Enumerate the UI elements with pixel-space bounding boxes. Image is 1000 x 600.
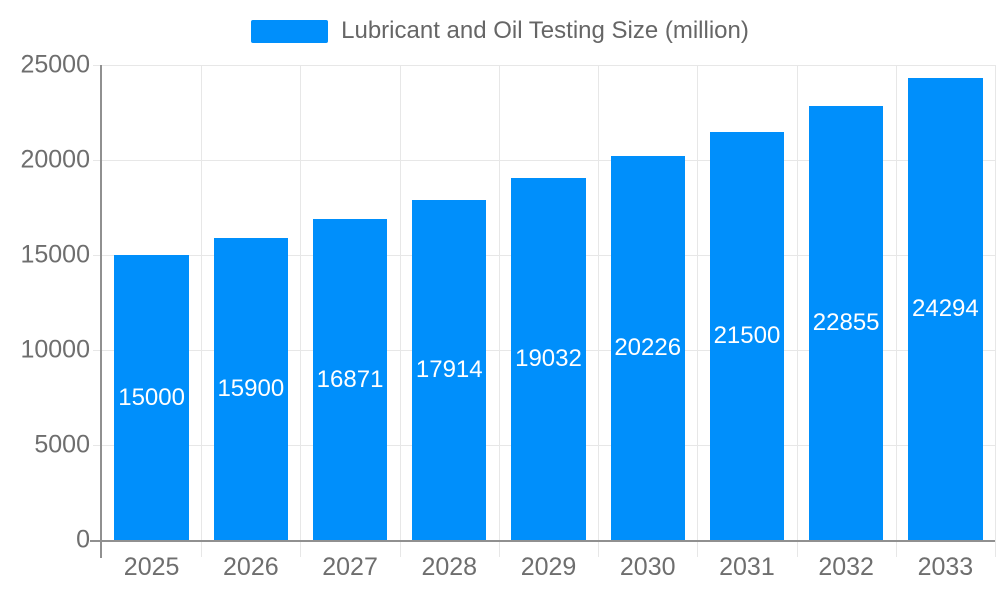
bar-value-label: 16871 [316,365,384,393]
bar-2026[interactable]: 15900 [213,237,289,540]
x-axis-label-2030: 2030 [619,553,676,581]
bar-value-label: 21500 [713,321,781,349]
x-axis-label-2028: 2028 [421,553,478,581]
x-axis-tick [300,540,302,557]
gridline-vertical [300,65,302,540]
x-axis-tick [697,540,699,557]
x-axis-tick [895,540,897,557]
y-axis-tick-label: 15000 [20,240,90,269]
legend-swatch [251,19,329,43]
bar-value-label: 17914 [415,355,483,383]
x-axis-line [90,540,995,542]
gridline-vertical [399,65,401,540]
gridline-horizontal [93,65,995,66]
x-axis-tick [995,540,996,557]
bar-value-label: 22855 [812,308,880,336]
x-axis-label-2029: 2029 [520,553,577,581]
x-axis-tick [796,540,798,557]
bar-2031[interactable]: 21500 [709,131,785,540]
bar-2025[interactable]: 15000 [114,255,189,540]
x-axis-label-2026: 2026 [223,553,279,581]
bar-2032[interactable]: 22855 [808,105,884,540]
gridline-vertical [201,65,203,540]
bar-value-label: 20226 [614,333,682,361]
bar-2029[interactable]: 19032 [511,178,586,540]
x-axis-label-2025: 2025 [123,553,180,581]
gridline-vertical [697,65,699,540]
x-axis-label-2031: 2031 [719,553,775,581]
plot-area: 0 5000 10000 15000 20000 25000 15000 2025 15900 2… [20,52,996,580]
x-axis-tick [598,540,600,557]
gridline-vertical [598,65,600,540]
x-axis-label-2027: 2027 [322,553,378,581]
bar-2033[interactable]: 24294 [908,78,983,540]
bar-value-label: 15900 [217,374,285,402]
gridline-horizontal [93,160,995,161]
y-axis-tick-label: 0 [76,525,90,554]
bar-2027[interactable]: 16871 [312,219,388,540]
x-axis-label-2033: 2033 [917,553,974,581]
y-axis-tick-label: 25000 [20,50,90,79]
y-axis-tick-label: 10000 [20,335,90,364]
bar-value-label: 19032 [515,345,582,373]
bar-2030[interactable]: 20226 [610,155,685,540]
gridline-vertical [995,65,996,540]
x-axis-tick [399,540,401,557]
gridline-vertical [796,65,798,540]
legend-label: Lubricant and Oil Testing Size (million) [341,17,749,44]
bar-2028[interactable]: 17914 [412,199,487,540]
x-axis-label-2032: 2032 [818,553,874,581]
bar-value-label: 24294 [912,295,979,323]
bar-value-label: 15000 [118,383,185,411]
legend[interactable]: Lubricant and Oil Testing Size (million) [0,12,1000,50]
y-axis-line [100,65,102,558]
y-axis-tick-label: 5000 [34,430,90,459]
x-axis-tick [498,540,500,557]
gridline-vertical [895,65,897,540]
x-axis-tick [201,540,203,557]
gridline-vertical [498,65,500,540]
y-axis-tick-label: 20000 [20,145,90,174]
